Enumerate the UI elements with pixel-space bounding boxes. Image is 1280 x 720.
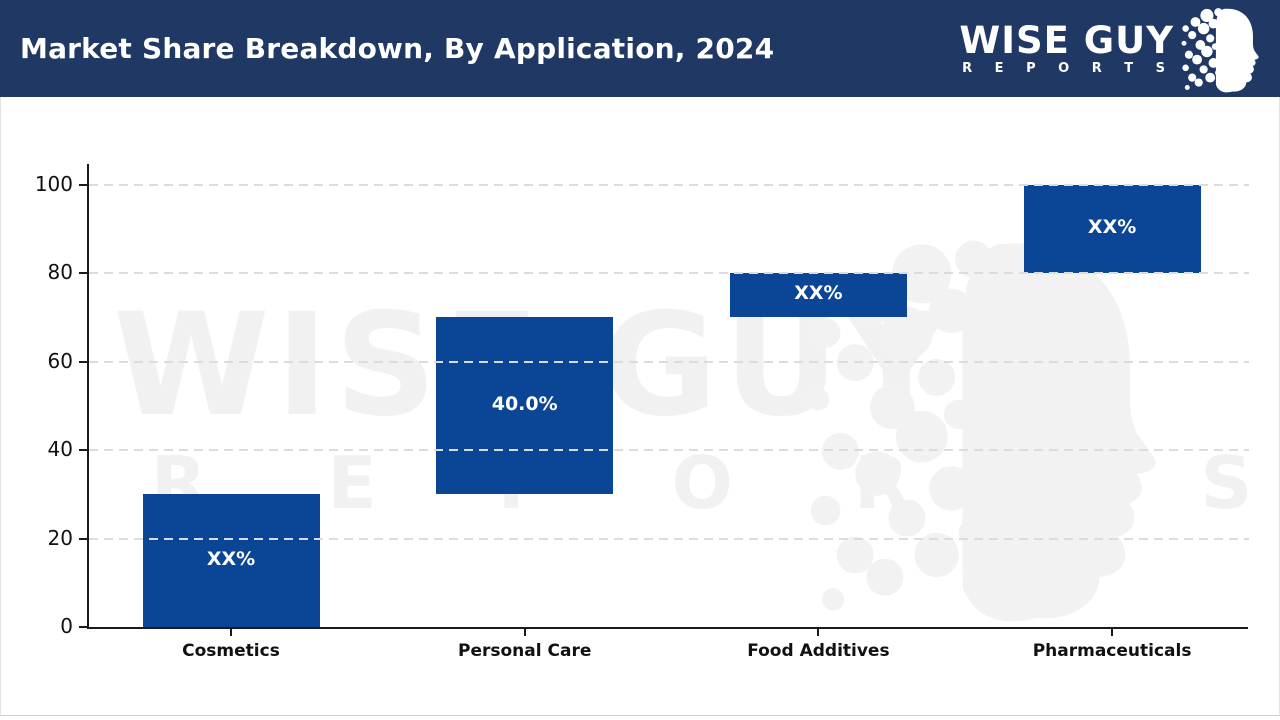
x-category-label: Pharmaceuticals [1032, 641, 1192, 661]
y-tick-mark [79, 360, 88, 363]
gridline-40 [89, 449, 1249, 451]
gridline-60 [89, 360, 1249, 363]
gridline-100 [89, 183, 1249, 186]
y-tick-label: 100 [34, 171, 73, 196]
header: Market Share Breakdown, By Application, … [0, 0, 1280, 97]
chart-panel: WISE GUY R E P O R T S XX% Cosmetics 40.0%… [0, 97, 1280, 716]
gridline-20 [89, 537, 1249, 540]
bar-value-label: 40.0% [491, 392, 558, 415]
y-tick-label: 20 [47, 525, 73, 550]
wise-guy-logo: WISE GUY R E P O R T S [958, 4, 1262, 94]
bar-value-label: XX% [1087, 215, 1137, 238]
x-category-label: Cosmetics [182, 641, 280, 661]
x-tick-mark [523, 629, 526, 636]
y-tick-mark [79, 449, 88, 451]
y-tick-mark [79, 183, 88, 186]
bar-pharmaceuticals [1023, 184, 1201, 273]
logo-wordmark-line2: R E P O R T S [962, 61, 1174, 76]
logo-wordmark-line1: WISE GUY [959, 19, 1174, 62]
y-tick-label: 0 [60, 614, 73, 638]
logo-dot-face-icon [1181, 7, 1259, 92]
x-category-label: Personal Care [458, 641, 592, 661]
gridline-80 [89, 272, 1249, 274]
y-tick-mark [79, 626, 88, 628]
page-title: Market Share Breakdown, By Application, … [20, 32, 775, 65]
x-tick-mark [1111, 629, 1114, 636]
x-tick-mark [817, 629, 820, 636]
y-tick-label: 60 [47, 348, 73, 373]
bar-food-additives [729, 273, 907, 318]
bar-value-label: XX% [206, 547, 256, 570]
bar-cosmetics [142, 494, 320, 627]
bar-personal-care [436, 317, 614, 495]
x-axis-line [87, 627, 1248, 629]
logo-wordmark: WISE GUY R E P O R T S [958, 22, 1174, 75]
y-tick-mark [79, 537, 88, 540]
y-axis-line [87, 164, 89, 629]
x-tick-mark [230, 629, 232, 636]
bar-value-label: XX% [794, 282, 843, 305]
y-tick-label: 40 [47, 437, 73, 461]
y-tick-mark [79, 272, 88, 274]
x-category-label: Food Additives [747, 641, 890, 661]
y-tick-label: 80 [47, 260, 73, 284]
